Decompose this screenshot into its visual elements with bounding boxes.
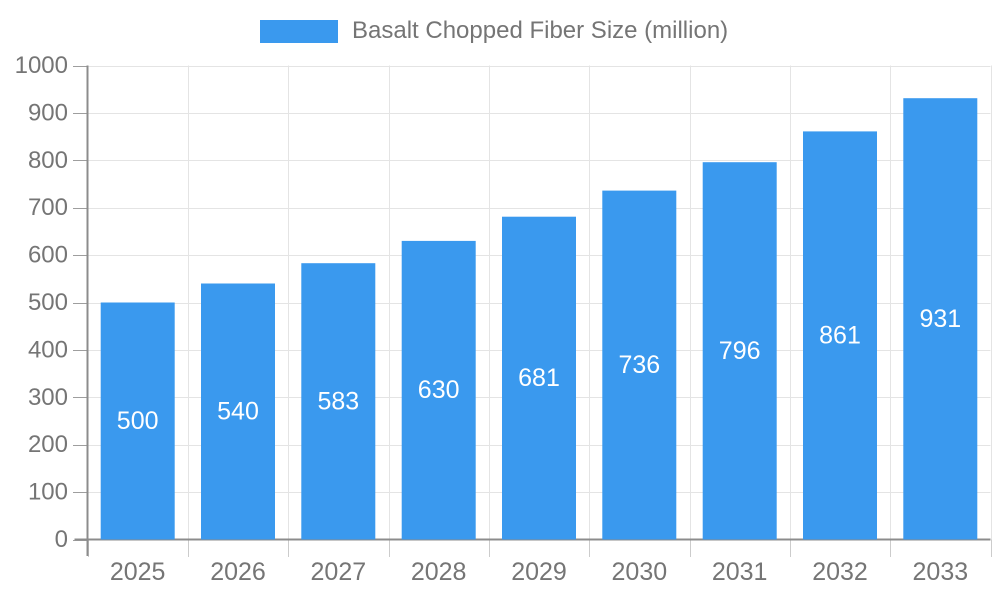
- bar-value-label: 796: [719, 337, 761, 365]
- x-tick-label: 2028: [411, 558, 467, 586]
- x-tick-label: 2032: [812, 558, 868, 586]
- x-tick-label: 2029: [511, 558, 567, 586]
- x-tick-label: 2027: [311, 558, 367, 586]
- y-tick-label: 900: [28, 99, 68, 126]
- y-tick-label: 100: [28, 479, 68, 506]
- y-tick-label: 300: [28, 384, 68, 411]
- legend-item[interactable]: Basalt Chopped Fiber Size (million): [260, 17, 728, 45]
- bar-value-label: 540: [217, 398, 259, 426]
- bar-2026[interactable]: [201, 283, 275, 540]
- bar-value-label: 500: [117, 407, 159, 435]
- y-tick-label: 800: [28, 147, 68, 174]
- bar-value-label: 583: [317, 387, 359, 415]
- x-tick-label: 2026: [210, 558, 266, 586]
- y-tick-label: 700: [28, 194, 68, 221]
- y-tick-label: 1000: [15, 52, 68, 79]
- x-tick-label: 2025: [110, 558, 166, 586]
- bar-2029[interactable]: [502, 216, 576, 540]
- y-tick-label: 0: [55, 526, 68, 553]
- legend-label: Basalt Chopped Fiber Size (million): [352, 17, 729, 44]
- bar-value-label: 736: [618, 351, 660, 379]
- x-tick-label: 2030: [612, 558, 668, 586]
- bar-2032[interactable]: [803, 131, 877, 540]
- bar-value-label: 630: [418, 376, 460, 404]
- y-tick-label: 500: [28, 289, 68, 316]
- y-tick-label: 200: [28, 431, 68, 458]
- bar-2030[interactable]: [602, 190, 677, 540]
- bar-value-label: 861: [819, 321, 861, 349]
- y-tick-label: 400: [28, 336, 68, 363]
- bar-2031[interactable]: [702, 162, 777, 540]
- bar-2027[interactable]: [301, 263, 376, 540]
- bar-value-label: 931: [919, 305, 961, 333]
- bar-2033[interactable]: [903, 98, 978, 540]
- bar-2025[interactable]: [100, 302, 175, 540]
- bar-2028[interactable]: [401, 240, 476, 540]
- legend-swatch: [260, 19, 338, 43]
- y-tick-label: 600: [28, 242, 68, 269]
- bar-value-label: 681: [518, 364, 560, 392]
- x-tick-label: 2031: [712, 558, 768, 586]
- x-tick-label: 2033: [913, 558, 969, 586]
